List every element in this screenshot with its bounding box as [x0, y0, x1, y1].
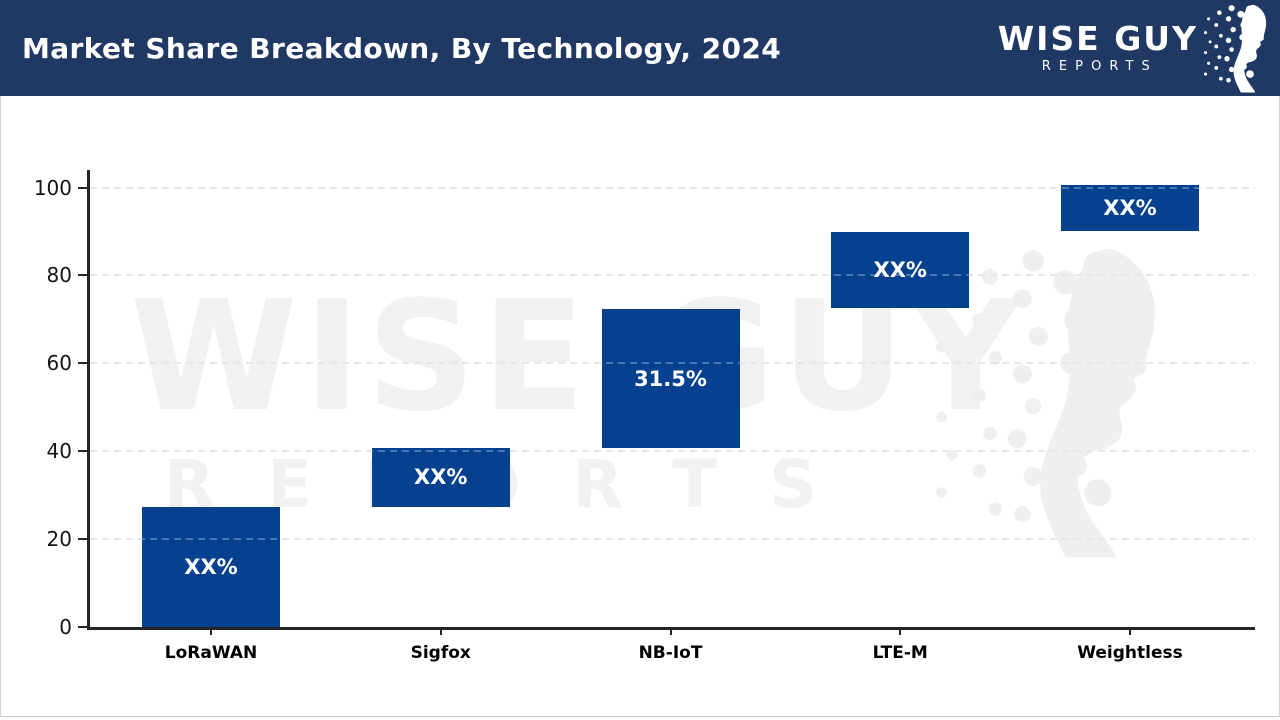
y-tick-mark — [78, 186, 87, 189]
bar-sigfox: XX% — [371, 447, 510, 508]
gridline-overlay — [90, 450, 1255, 453]
wise-guy-logo: WISE GUY REPORTS — [998, 2, 1270, 94]
gridline — [90, 274, 1255, 277]
bar-value-label: XX% — [1103, 196, 1157, 220]
y-tick-mark — [78, 274, 87, 277]
gridline-overlay — [90, 274, 1255, 277]
x-tick-label: Sigfox — [410, 643, 471, 663]
bar-value-label: XX% — [414, 465, 468, 490]
y-tick-label: 100 — [33, 175, 72, 200]
gridline-overlay — [90, 538, 1255, 541]
page-title: Market Share Breakdown, By Technology, 2… — [22, 31, 782, 65]
header-bar: Market Share Breakdown, By Technology, 2… — [0, 0, 1280, 96]
y-tick-label: 0 — [59, 615, 72, 639]
logo-wordmark: WISE GUY — [997, 19, 1198, 58]
x-tick-mark — [669, 627, 672, 635]
chart-plot-area: 0 20 40 60 80 100 LoRaWAN Sigfox NB-IoT LTE-M Weig… — [34, 170, 1255, 663]
logo-subtitle: REPORTS — [1041, 59, 1158, 74]
x-tick-label: LoRaWAN — [164, 643, 258, 663]
gridline — [90, 450, 1255, 453]
y-tick-mark — [78, 362, 87, 365]
bar-weightless: XX% — [1061, 185, 1199, 231]
y-tick-mark — [78, 450, 87, 453]
y-tick-label: 20 — [46, 527, 72, 552]
bar-nb-iot: 31.5% — [601, 309, 740, 448]
gridline-overlay — [90, 186, 1255, 189]
y-tick-label: 60 — [46, 351, 72, 376]
bar-value-label: XX% — [184, 555, 238, 579]
bar-value-label: XX% — [873, 257, 927, 282]
gridline — [90, 186, 1255, 189]
bar-lorawan: XX% — [142, 507, 280, 627]
gridline — [90, 538, 1255, 541]
gridline-overlay — [90, 362, 1255, 365]
bar-value-label: 31.5% — [634, 366, 707, 391]
y-tick-label: 80 — [46, 263, 72, 288]
y-tick-mark — [78, 538, 87, 541]
y-axis-spine — [87, 170, 90, 630]
x-tick-label: LTE-M — [872, 643, 928, 663]
y-tick-mark — [78, 626, 87, 628]
x-tick-mark — [1129, 627, 1131, 635]
x-tick-mark — [210, 627, 212, 635]
logo-text: WISE GUY REPORTS — [997, 19, 1198, 75]
x-tick-label: Weightless — [1077, 643, 1183, 663]
y-tick-label: 40 — [46, 439, 72, 464]
x-tick-label: NB-IoT — [638, 643, 703, 663]
bar-lte-m: XX% — [831, 231, 970, 309]
x-tick-mark — [899, 627, 902, 635]
x-tick-mark — [439, 627, 442, 635]
